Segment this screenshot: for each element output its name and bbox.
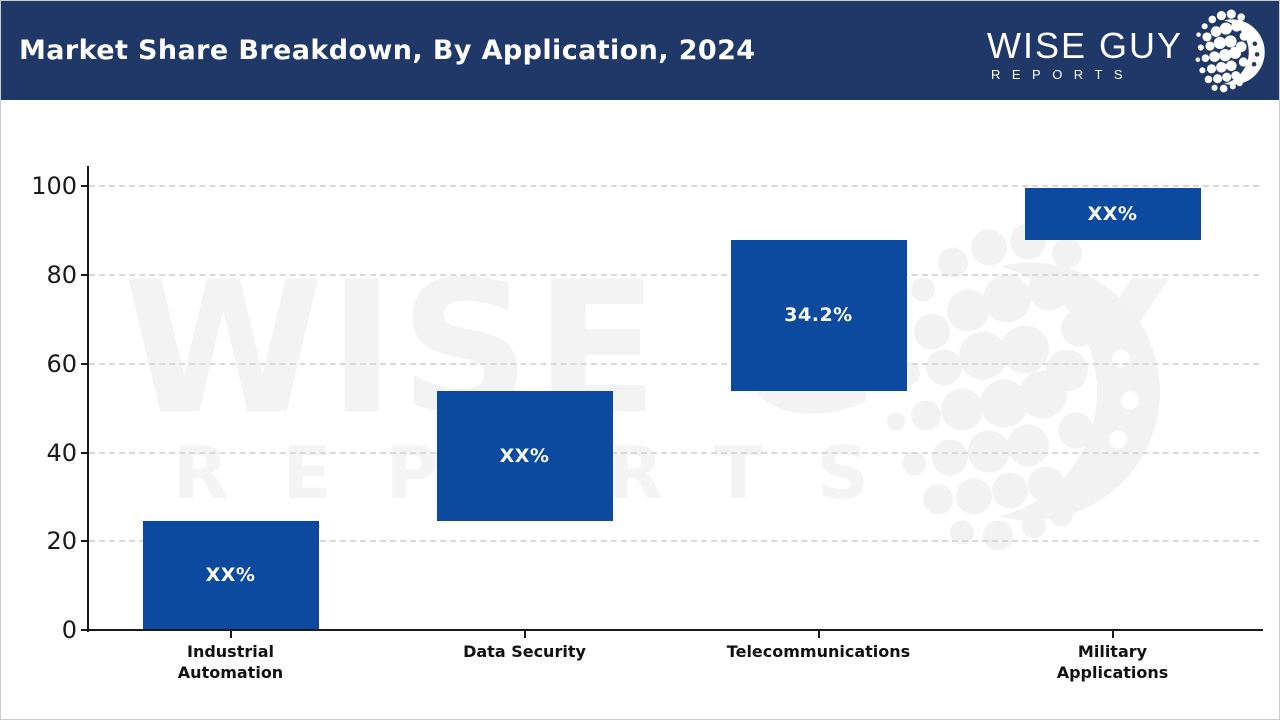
x-axis-category-label-data-security: Data Security xyxy=(405,641,645,662)
bar-military-applications: XX% xyxy=(1024,188,1201,240)
watermark-head-icon xyxy=(869,223,1160,551)
gridline-100 xyxy=(89,185,1259,188)
bar-value-label: XX% xyxy=(1087,202,1138,225)
x-axis-tick xyxy=(817,630,820,638)
y-axis-label: 40 xyxy=(46,438,77,467)
gridline-40 xyxy=(89,451,1259,454)
x-axis-tick xyxy=(229,630,232,638)
wiseguy-logo-text: WISE GUY REPORTS xyxy=(986,25,1183,83)
y-axis-tick xyxy=(81,274,89,277)
x-axis-category-label-line: Data Security xyxy=(463,642,586,661)
x-axis-category-label-line: Industrial xyxy=(186,642,274,661)
bar-value-label: 34.2% xyxy=(784,304,853,327)
y-axis-label: 20 xyxy=(46,527,77,556)
gridline-20 xyxy=(89,540,1259,543)
logo-tagline-text: REPORTS xyxy=(990,67,1135,82)
y-axis-tick xyxy=(81,540,89,543)
bar-data-security: XX% xyxy=(436,391,613,521)
wiseguy-logo: WISE GUY REPORTS xyxy=(987,9,1267,99)
x-axis-line xyxy=(89,629,1263,631)
page-title: Market Share Breakdown, By Application, … xyxy=(19,35,756,66)
wiseguy-head-icon xyxy=(1191,9,1265,93)
x-axis-category-label-telecommunications: Telecommunications xyxy=(699,641,939,662)
logo-name-text: WISE GUY xyxy=(986,25,1183,66)
x-axis-tick xyxy=(1111,630,1114,638)
x-axis-category-label-industrial-automation: Industrial Automation xyxy=(111,641,351,683)
x-axis-tick xyxy=(523,630,526,638)
x-axis-category-label-line: Applications xyxy=(1056,663,1169,682)
bar-telecommunications: 34.2% xyxy=(730,239,907,392)
header-bar: Market Share Breakdown, By Application, … xyxy=(1,1,1279,100)
x-axis-category-label-line: Automation xyxy=(177,663,284,682)
y-axis-tick xyxy=(81,451,89,454)
y-axis-tick xyxy=(81,185,89,188)
y-axis-tick xyxy=(81,362,89,365)
bar-value-label: XX% xyxy=(499,445,550,468)
y-axis-label: 100 xyxy=(31,172,77,201)
x-axis-category-label-line: Military xyxy=(1077,642,1148,661)
gridline-60 xyxy=(89,362,1259,365)
y-axis-label: 0 xyxy=(61,616,77,644)
bar-value-label: XX% xyxy=(205,564,256,587)
y-axis-label: 60 xyxy=(46,349,77,378)
y-axis-line xyxy=(87,166,89,632)
y-axis-tick xyxy=(81,629,89,631)
x-axis-category-label-military-applications: Military Applications xyxy=(993,641,1233,683)
y-axis-label: 80 xyxy=(46,261,77,290)
gridline-80 xyxy=(89,274,1259,277)
bar-industrial-automation: XX% xyxy=(142,520,319,630)
x-axis-category-label-line: Telecommunications xyxy=(726,642,911,661)
